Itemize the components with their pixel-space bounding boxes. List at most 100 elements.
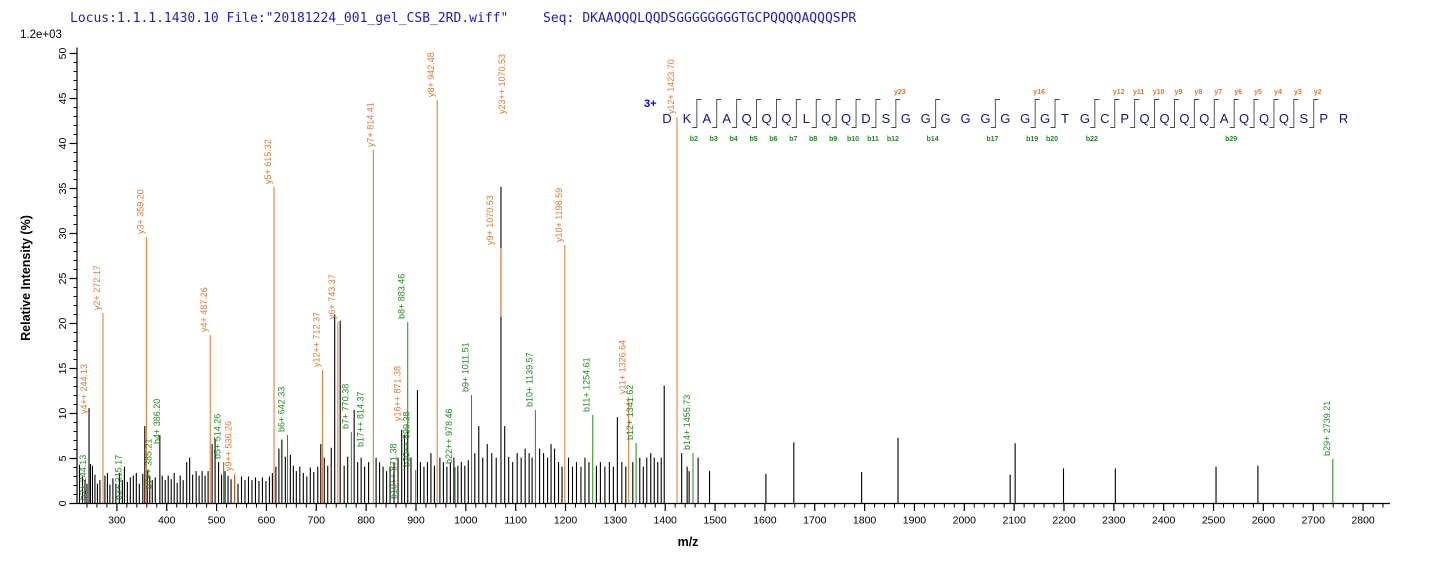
ion-label: y8+ 942.48 [426, 52, 436, 97]
ion-label: b20++ 899.38 [402, 411, 412, 467]
sequence-header: Seq: DKAAQQQLQQDSGGGGGGGGTGCPQQQQAQQQSPR [543, 11, 856, 26]
sequence-residue: Q [761, 111, 771, 126]
fragment-mark [1130, 99, 1140, 128]
y-ion-tag: y5 [1254, 89, 1262, 96]
ion-label: b17++ 814.37 [355, 391, 365, 447]
precursor-charge-label: 3+ [644, 98, 657, 110]
sequence-residue: P [1319, 111, 1328, 126]
x-axis-tick-label: 1500 [703, 515, 727, 527]
fragment-mark [990, 99, 1000, 128]
y-axis-tick-label: 5 [57, 455, 69, 461]
b-ion-tag: b14 [927, 136, 939, 143]
fragment-mark [1169, 99, 1179, 128]
y-axis-tick-label: 45 [57, 93, 69, 105]
b-ion-tag: b11 [867, 136, 879, 143]
fragment-mark [871, 99, 881, 128]
sequence-residue: Q [1279, 111, 1289, 126]
y-ion-tag: y11 [1133, 89, 1144, 96]
ion-label: y9+ 1070.53 [485, 195, 495, 245]
ion-label: b12+ 1341.62 [625, 385, 635, 440]
ion-label: b5+ 514.26 [213, 414, 223, 459]
ion-label: y12+ 1423.70 [666, 59, 676, 114]
sequence-residue: Q [781, 111, 791, 126]
y-ion-tag: y4 [1274, 89, 1282, 96]
b-ion-tag: b29 [1225, 136, 1237, 143]
ion-label: b10+ 1139.57 [524, 352, 534, 407]
sequence-residue: Q [1259, 111, 1269, 126]
y-ion-tag: y6 [1234, 89, 1242, 96]
fragment-mark [1189, 99, 1199, 128]
x-axis-tick-label: 800 [357, 515, 375, 527]
b-ion-tag: b6 [769, 136, 777, 143]
ion-label: y5+ 615.32 [263, 139, 273, 184]
b-ion-tag: b10 [847, 136, 859, 143]
sequence-residue: G [921, 111, 931, 126]
sequence-residue: G [1000, 111, 1010, 126]
fragment-mark [771, 99, 781, 128]
fragment-mark [752, 99, 762, 128]
ion-label: b11+ 1254.61 [582, 357, 592, 412]
y-ion-tag: y9 [1175, 89, 1183, 96]
ion-label: y12++ 712.37 [311, 312, 321, 367]
y-axis-tick-label: 0 [57, 500, 69, 506]
b-ion-tag: b4 [730, 136, 738, 143]
b-ion-tag: b9 [829, 136, 837, 143]
b-ion-tag: b12 [887, 136, 899, 143]
fragment-mark [1030, 99, 1040, 128]
y-axis-tick-label: 20 [57, 318, 69, 330]
y-axis-tick-label: 10 [57, 408, 69, 420]
fragment-mark [692, 99, 702, 128]
b-ion-tag: b20 [1046, 136, 1058, 143]
ion-label: b7+ 770.38 [340, 384, 350, 429]
x-axis-tick-label: 400 [158, 515, 176, 527]
x-axis-tick-label: 1100 [504, 515, 527, 527]
x-axis-tick-label: 500 [208, 515, 226, 527]
sequence-residue: G [941, 111, 951, 126]
fragment-mark [791, 99, 801, 128]
y-axis-title: Relative Intensity (%) [19, 215, 33, 341]
ion-label: y4++ 244.13 [79, 364, 89, 414]
fragment-mark [1209, 99, 1219, 128]
sequence-residue: G [1040, 111, 1050, 126]
sequence-residue: S [1299, 111, 1308, 126]
ion-label: y3+ 359.20 [135, 189, 145, 234]
ion-label: b7++ 385.21 [143, 438, 153, 489]
fragment-mark [931, 99, 941, 128]
x-axis-tick-label: 1700 [803, 515, 827, 527]
sequence-residue: Q [1239, 111, 1249, 126]
ion-label: b2+ 244.13 [78, 455, 88, 500]
fragment-mark [1229, 99, 1239, 128]
sequence-residue: R [1339, 111, 1348, 126]
x-axis-tick-label: 1600 [753, 515, 777, 527]
x-axis-title: m/z [678, 535, 699, 549]
ion-label: b4+ 386.20 [152, 399, 162, 444]
x-axis-tick-label: 1400 [654, 515, 678, 527]
sequence-residue: Q [1159, 111, 1169, 126]
sequence-residue: G [960, 111, 970, 126]
ion-label: y23++ 1070.53 [497, 54, 507, 114]
x-axis-tick-label: 1000 [454, 515, 478, 527]
b-ion-tag: b19 [1026, 136, 1038, 143]
x-axis-tick-label: 900 [407, 515, 425, 527]
fragment-mark [1150, 99, 1160, 128]
x-axis-tick-label: 2800 [1351, 515, 1375, 527]
fragment-mark [732, 99, 742, 128]
sequence-residue: G [1020, 111, 1030, 126]
x-axis-tick-label: 2200 [1052, 515, 1076, 527]
y-axis-tick-label: 15 [57, 363, 69, 375]
y-ion-tag: y3 [1294, 89, 1302, 96]
ion-label: b8+ 883.46 [397, 274, 407, 319]
sequence-residue: S [882, 111, 891, 126]
y-ion-tag: y23 [894, 89, 906, 96]
sequence-residue: Q [1199, 111, 1209, 126]
fragment-mark [712, 99, 722, 128]
sequence-residue: T [1061, 111, 1069, 126]
locus-file-label: Locus:1.1.1.1430.10 File:"20181224_001_g… [70, 11, 508, 26]
y-ion-tag: y2 [1314, 89, 1322, 96]
y-ion-tag: y10 [1153, 89, 1165, 96]
sequence-residue: G [1080, 111, 1090, 126]
x-axis-tick-label: 2300 [1102, 515, 1126, 527]
ion-label: y16++ 871.38 [393, 366, 403, 421]
